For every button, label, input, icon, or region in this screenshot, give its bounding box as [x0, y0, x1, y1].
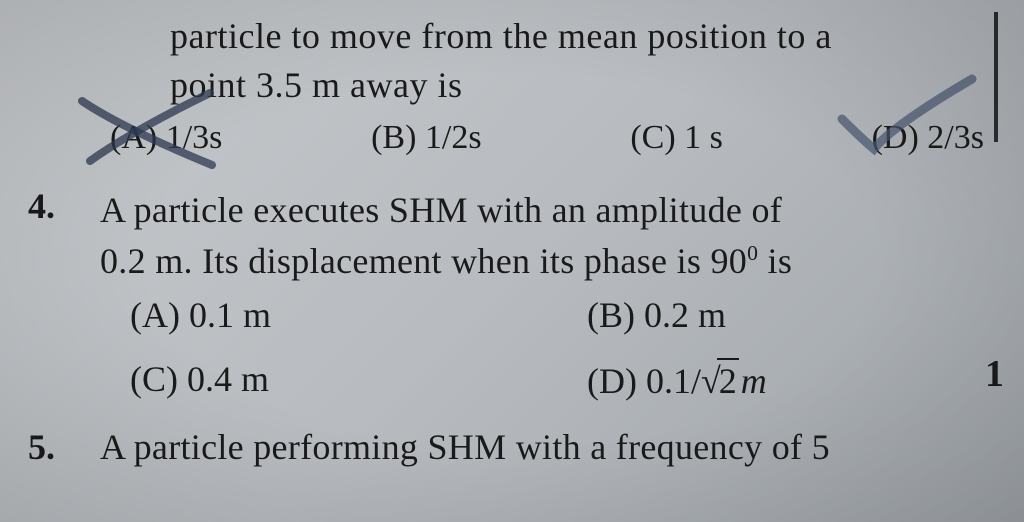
- q3-stem: particle to move from the mean position …: [170, 12, 974, 109]
- degree-symbol: 0: [747, 241, 758, 265]
- q5-stem: A particle performing SHM with a frequen…: [100, 426, 830, 468]
- sqrt-icon: √2: [701, 358, 739, 402]
- q4-stem-line2-suffix: is: [758, 241, 792, 281]
- q4-option-d-suffix: m: [741, 361, 767, 401]
- q3-option-b: (B) 1/2s: [371, 119, 482, 157]
- q3-option-d: (D) 2/3s: [872, 119, 984, 157]
- q4-options: (A) 0.1 m (B) 0.2 m (C) 0.4 m (D) 0.1/√2…: [130, 294, 1004, 402]
- page-right-border: [994, 12, 998, 142]
- q3-option-c: (C) 1 s: [630, 119, 723, 157]
- q3-option-a-text: (A) 1/3s: [110, 119, 222, 156]
- side-page-number: 1: [985, 352, 1004, 396]
- q3-stem-line1: particle to move from the mean position …: [170, 16, 832, 56]
- q4-stem-line2: 0.2 m. Its displacement when its phase i…: [100, 241, 747, 281]
- q3-stem-line2: point 3.5 m away is: [170, 65, 462, 105]
- q4: 4. A particle executes SHM with an ampli…: [20, 185, 1004, 286]
- q4-option-a: (A) 0.1 m: [130, 294, 547, 336]
- q4-option-b: (B) 0.2 m: [587, 294, 1004, 336]
- q4-option-d: (D) 0.1/√2m: [587, 358, 1004, 402]
- q4-option-c: (C) 0.4 m: [130, 358, 547, 402]
- q4-stem-line1: A particle executes SHM with an amplitud…: [100, 190, 782, 230]
- q4-stem: A particle executes SHM with an amplitud…: [100, 185, 792, 286]
- q3-options: (A) 1/3s (B) 1/2s (C) 1 s (D) 2/3s: [110, 119, 984, 157]
- q5: 5. A particle performing SHM with a freq…: [20, 426, 1004, 468]
- q4-option-d-prefix: (D) 0.1/: [587, 361, 701, 401]
- q3-option-d-text: (D) 2/3s: [872, 119, 984, 156]
- sqrt-argument: 2: [717, 358, 739, 402]
- q4-number: 4.: [20, 185, 100, 227]
- page: particle to move from the mean position …: [20, 12, 1004, 468]
- q3-option-a: (A) 1/3s: [110, 119, 222, 157]
- q5-number: 5.: [20, 426, 100, 468]
